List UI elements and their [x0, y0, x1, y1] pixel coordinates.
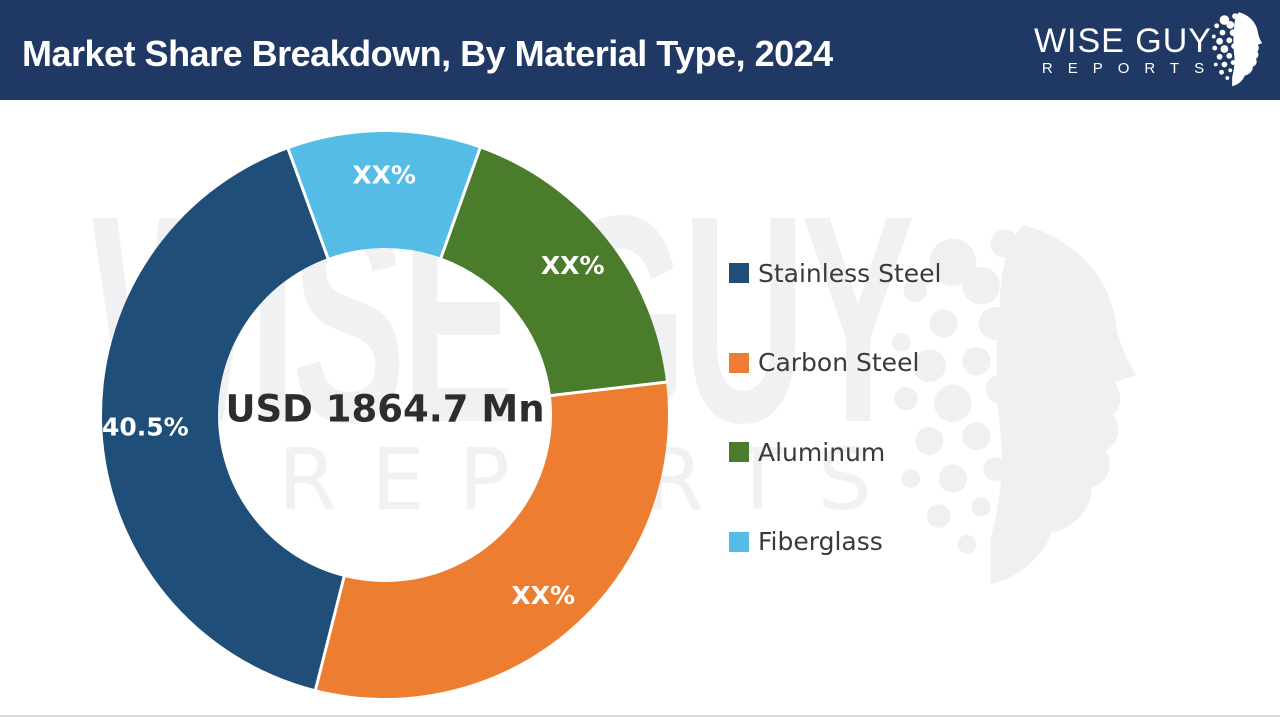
slice-fiberglass [288, 132, 480, 259]
slice-label-carbon-steel: XX% [511, 581, 575, 610]
slice-aluminum [441, 148, 667, 396]
logo-wordmark: WISE GUY REPORTS [1034, 24, 1212, 76]
legend-label-aluminum: Aluminum [758, 437, 886, 467]
legend-item-carbon-steel: Carbon Steel [729, 348, 920, 377]
center-value: USD 1864.7 Mn [225, 387, 545, 431]
legend-label-stainless-steel: Stainless Steel [758, 258, 942, 288]
slice-carbon-steel [315, 382, 668, 698]
legend-swatch-aluminum [729, 442, 749, 462]
slice-label-stainless-steel: 40.5% [102, 413, 189, 442]
slice-gap [313, 573, 347, 691]
legend-item-fiberglass: Fiberglass [729, 527, 883, 556]
logo-wordmark-line2: REPORTS [1041, 60, 1220, 77]
legend: Stainless Steel Carbon Steel Aluminum Fiber… [729, 0, 1059, 620]
bottom-divider [0, 715, 1280, 717]
logo-wordmark-line1: WISE GUY [1033, 22, 1212, 60]
wiseguy-face-icon [1208, 11, 1266, 89]
slice-gap [438, 146, 482, 262]
header: Market Share Breakdown, By Material Type… [0, 0, 1280, 100]
legend-item-stainless-steel: Stainless Steel [729, 258, 942, 288]
page-title: Market Share Breakdown, By Material Type… [22, 33, 833, 74]
legend-swatch-carbon-steel [729, 352, 749, 373]
slice-stainless-steel [101, 149, 345, 690]
legend-label-carbon-steel: Carbon Steel [758, 348, 920, 377]
slice-label-fiberglass: XX% [352, 161, 416, 190]
legend-item-aluminum: Aluminum [729, 437, 886, 467]
slice-gap [286, 147, 331, 262]
slice-label-aluminum: XX% [541, 251, 605, 280]
legend-swatch-stainless-steel [729, 263, 749, 283]
wiseguy-logo: WISE GUY REPORTS [1034, 4, 1266, 96]
legend-label-fiberglass: Fiberglass [758, 527, 883, 556]
legend-swatch-fiberglass [729, 531, 749, 552]
slice-gap [547, 380, 668, 398]
